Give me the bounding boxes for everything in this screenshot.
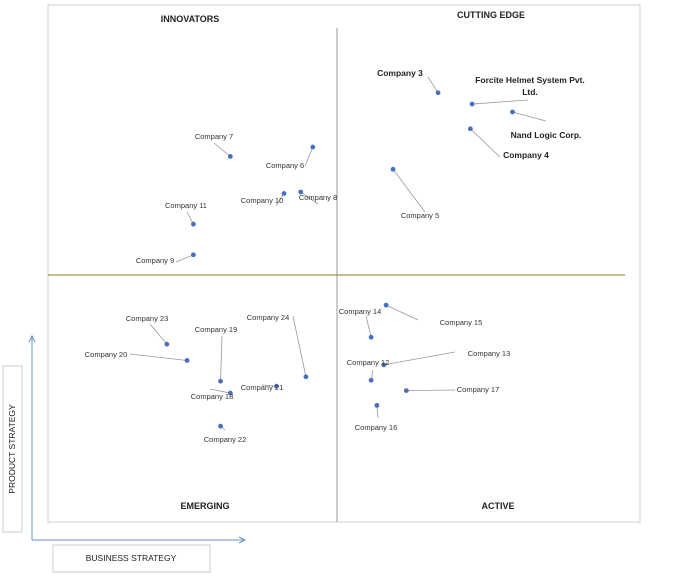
point-company-12 [368,377,374,383]
quadrant-label-innovators: INNOVATORS [161,14,220,24]
label-company-19: Company 19 [195,325,238,334]
leader-line-company-4 [470,128,501,158]
quadrant-label-emerging: EMERGING [180,501,229,511]
label-company-20: Company 20 [85,350,128,359]
leader-line-company-9 [175,254,194,263]
label-company-13: Company 13 [468,349,511,358]
point-company-20 [184,358,190,363]
leader-line-company-18 [209,388,231,394]
y-axis-label-box [2,365,23,533]
label-company-14: Company 14 [339,307,382,316]
label-company-18: Company 18 [191,392,234,401]
label-company-24: Company 24 [247,313,290,322]
leader-line-company-17 [406,389,456,391]
label-company-17: Company 17 [457,385,500,394]
y-axis-label: PRODUCT STRATEGY [7,404,17,494]
leader-line-nand-logic-corp [512,111,547,122]
label-company-11: Company 11 [165,201,207,210]
point-company-24 [303,374,309,380]
point-company-19 [218,378,223,384]
label-company-9: Company 9 [136,256,174,265]
point-forcite-helmet-system-pvt-ltd [469,101,475,107]
label-company-16: Company 16 [355,423,398,432]
x-axis-label: BUSINESS STRATEGY [86,553,177,563]
label-company-12: Company 12 [347,358,390,367]
point-company-17 [403,388,409,393]
leader-line-company-5 [392,169,426,213]
leader-line-company-8 [300,191,319,205]
company-points: Company 3 Forcite Helmet System Pvt. Ltd. N… [85,68,585,444]
label-nand-logic-corp: Nand Logic Corp. [511,130,582,140]
point-nand-logic-corp [510,109,515,115]
leader-line-company-10 [275,193,285,207]
label-company-21: Company 21 [241,383,284,392]
point-company-21 [274,383,279,389]
label-company-15: Company 15 [440,318,483,327]
point-company-18 [227,390,233,396]
point-company-15 [383,302,389,308]
label-company-4: Company 4 [503,150,549,160]
leader-line-forcite-helmet-system-pvt-ltd [472,99,529,105]
leader-line-company-24 [292,315,307,377]
point-company-8 [298,189,304,195]
leader-line-company-13 [383,351,456,366]
leader-line-company-6 [304,146,314,167]
label-company-8: Company 8 [299,193,337,202]
label-company-7: Company 7 [195,132,233,141]
point-company-7 [227,154,233,159]
label-company-10: Company 10 [241,196,284,205]
x-axis-label-box [52,544,211,573]
point-company-22 [218,423,223,429]
point-company-10 [281,191,287,196]
point-company-23 [164,341,170,347]
leader-line-company-23 [149,323,168,345]
quadrant-label-cutting-edge: CUTTING EDGE [457,10,525,20]
label-forcite-helmet-system-pvt-ltd: Forcite Helmet System Pvt. Ltd. [475,75,585,97]
label-company-5: Company 5 [401,211,439,220]
label-company-22: Company 22 [204,435,247,444]
point-company-14 [368,334,374,340]
point-company-16 [374,403,380,408]
label-company-23: Company 23 [126,314,169,323]
plot-frame [47,4,641,523]
leader-line-company-7 [213,142,231,157]
point-company-13 [381,362,387,368]
quadrant-label-active: ACTIVE [481,501,514,511]
point-company-6 [310,144,316,150]
y-axis-arrow-head [28,334,36,343]
label-company-6: Company 6 [266,161,304,170]
leader-line-company-20 [129,353,188,361]
x-axis-arrow-head [238,536,247,544]
point-company-4 [467,126,473,132]
leader-line-company-19 [220,335,223,382]
leader-line-company-15 [385,304,419,321]
point-company-5 [390,166,396,172]
point-company-11 [191,221,196,227]
leader-line-company-3 [427,76,439,93]
leader-line-company-21 [261,384,277,387]
point-company-9 [191,252,196,258]
leader-line-company-14 [365,315,372,338]
label-company-3: Company 3 [377,68,423,78]
point-company-3 [435,90,441,96]
